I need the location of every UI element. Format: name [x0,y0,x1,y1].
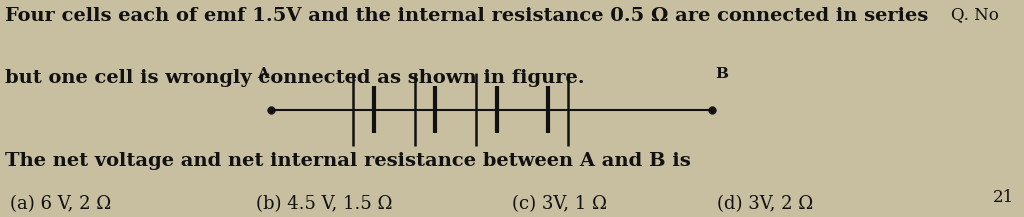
Text: Four cells each of emf 1.5V and the internal resistance 0.5 Ω are connected in s: Four cells each of emf 1.5V and the inte… [5,7,929,25]
Text: but one cell is wrongly connected as shown in figure.: but one cell is wrongly connected as sho… [5,69,585,87]
Text: (d) 3V, 2 Ω: (d) 3V, 2 Ω [717,195,813,213]
Text: (b) 4.5 V, 1.5 Ω: (b) 4.5 V, 1.5 Ω [256,195,392,213]
Text: The net voltage and net internal resistance between A and B is: The net voltage and net internal resista… [5,152,691,170]
Text: (a) 6 V, 2 Ω: (a) 6 V, 2 Ω [10,195,112,213]
Text: Q. No: Q. No [950,7,998,23]
Text: 21: 21 [992,189,1014,206]
Text: B: B [716,67,728,81]
Text: A: A [257,67,269,81]
Text: (c) 3V, 1 Ω: (c) 3V, 1 Ω [512,195,607,213]
